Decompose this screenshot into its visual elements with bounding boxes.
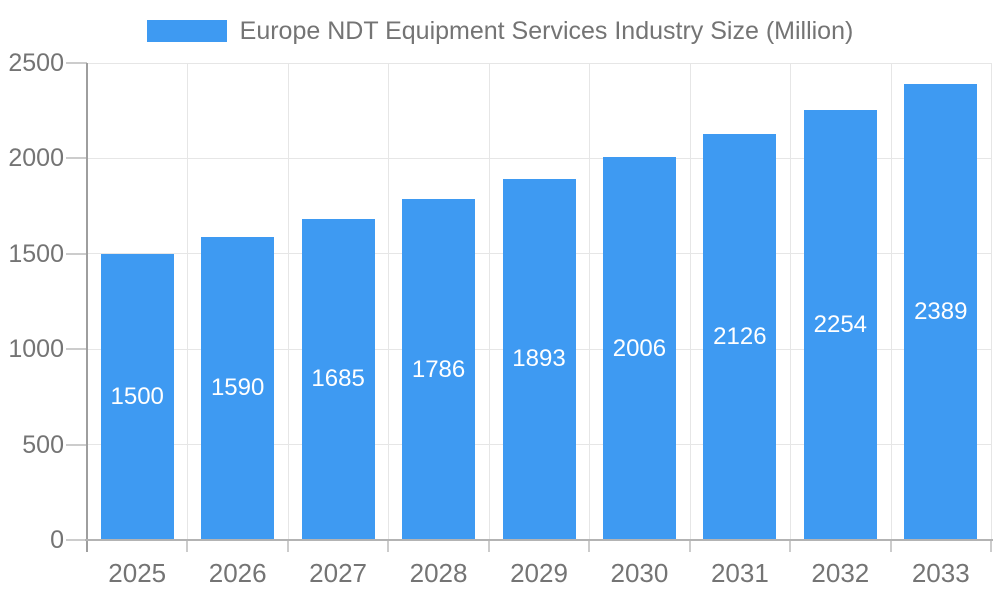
- x-tick-label: 2029: [510, 558, 568, 588]
- legend-label: Europe NDT Equipment Services Industry S…: [239, 16, 854, 45]
- x-tick-label: 2025: [108, 558, 167, 588]
- y-axis-tick: [66, 539, 87, 541]
- bar: [703, 134, 777, 540]
- x-axis-tick: [990, 540, 992, 552]
- bar: [100, 253, 174, 540]
- bar-value-label: 1685: [311, 365, 365, 393]
- y-axis-tick: [66, 443, 87, 446]
- y-axis-tick: [66, 348, 87, 351]
- bar-value-label: 1590: [210, 374, 265, 402]
- x-tick-label: 2027: [309, 558, 368, 588]
- x-axis-tick: [588, 540, 591, 552]
- bar-value-label: 2126: [713, 323, 767, 351]
- bar: [402, 199, 476, 540]
- y-tick-label: 2500: [8, 49, 64, 77]
- x-axis-tick: [789, 540, 792, 552]
- v-gridline: [287, 63, 289, 540]
- x-tick-label: 2033: [911, 558, 970, 588]
- bar: [301, 218, 375, 540]
- v-gridline: [589, 63, 591, 540]
- x-tick-label: 2030: [610, 558, 669, 588]
- bar: [502, 178, 576, 540]
- v-gridline: [689, 63, 691, 540]
- bar: [904, 84, 978, 540]
- bar-value-label: 2254: [813, 310, 868, 338]
- bar-value-label: 1893: [512, 345, 566, 373]
- bar-value-label: 1786: [411, 355, 466, 383]
- x-tick-label: 2028: [409, 558, 468, 588]
- h-gridline: [87, 157, 991, 159]
- x-axis-tick: [186, 540, 189, 552]
- x-axis-baseline: [85, 538, 993, 541]
- v-gridline: [790, 63, 792, 540]
- x-tick-label: 2026: [208, 558, 267, 588]
- h-gridline: [87, 62, 991, 64]
- bar-value-label: 2006: [612, 334, 667, 362]
- x-tick-label: 2031: [710, 558, 769, 588]
- v-gridline: [991, 63, 992, 540]
- y-axis-tick: [66, 62, 87, 64]
- y-tick-label: 1500: [8, 239, 64, 268]
- y-tick-label: 0: [50, 526, 64, 554]
- x-axis-tick: [688, 540, 691, 552]
- bar: [201, 236, 275, 540]
- v-gridline: [187, 63, 189, 540]
- y-axis-tick: [66, 157, 87, 160]
- legend-swatch: [146, 20, 227, 42]
- x-tick-label: 2032: [811, 558, 870, 588]
- y-axis-tick: [66, 252, 87, 255]
- y-axis-line: [86, 63, 88, 552]
- x-axis-tick: [286, 540, 289, 552]
- bar-value-label: 1500: [110, 382, 164, 410]
- x-axis-tick: [387, 540, 390, 552]
- x-axis-tick: [889, 540, 892, 552]
- bar: [803, 109, 877, 540]
- y-tick-label: 500: [22, 430, 64, 459]
- x-axis-tick: [487, 540, 490, 552]
- y-tick-label: 2000: [8, 144, 64, 173]
- bar-value-label: 2389: [914, 298, 968, 326]
- v-gridline: [388, 63, 390, 540]
- v-gridline: [890, 63, 892, 540]
- v-gridline: [488, 63, 490, 540]
- chart-legend: Europe NDT Equipment Services Industry S…: [0, 15, 1000, 47]
- bar: [602, 157, 676, 540]
- y-tick-label: 1000: [8, 335, 64, 364]
